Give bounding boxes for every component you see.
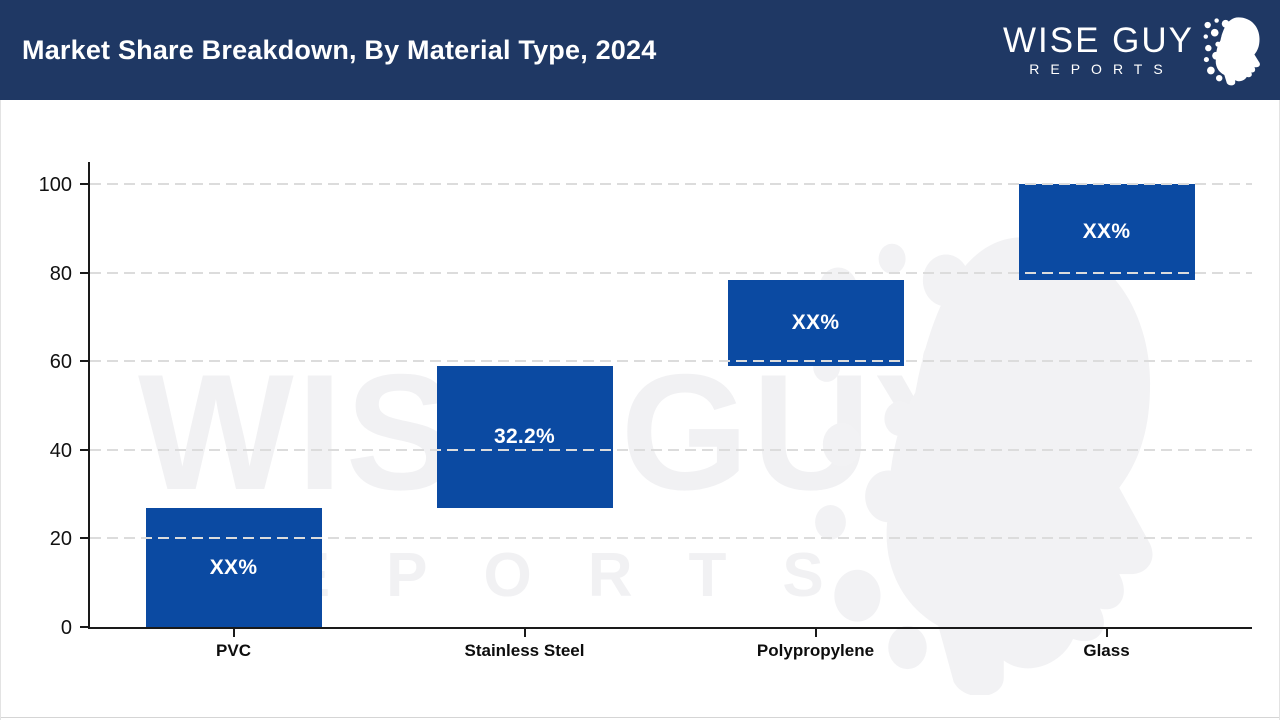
- y-tick-mark: [80, 626, 88, 628]
- gridline-80: [90, 271, 1252, 274]
- dotted-head-icon: [1203, 17, 1260, 86]
- logo-subtext: REPORTS: [1029, 61, 1174, 77]
- page-bottom-border: [0, 717, 1280, 718]
- x-category-label: Polypropylene: [756, 641, 875, 660]
- x-category-label: Stainless Steel: [464, 641, 585, 660]
- gridline-100: [90, 183, 1252, 186]
- bar-value-label: XX%: [209, 555, 258, 579]
- logo-text: WISE GUY REPORTS: [1003, 23, 1194, 77]
- page-title: Market Share Breakdown, By Material Type…: [22, 34, 657, 65]
- bar-polypropylene: XX%: [727, 280, 904, 366]
- bar-value-label: 32.2%: [493, 425, 556, 449]
- y-tick-label: 80: [49, 262, 72, 285]
- bar-value-label: XX%: [1082, 220, 1131, 244]
- y-tick-label: 100: [38, 174, 72, 197]
- y-tick-label: 0: [60, 617, 72, 639]
- y-tick-mark: [80, 360, 88, 363]
- logo-wordmark: WISE GUY: [1002, 21, 1194, 60]
- y-tick-mark: [80, 537, 88, 540]
- plot-area: XX% 32.2% XX% XX% 0 20 40 60 80 100 PVC Stainless S…: [39, 162, 1252, 660]
- header-bar: Market Share Breakdown, By Material Type…: [0, 0, 1280, 100]
- x-category-label: PVC: [216, 641, 251, 660]
- gridline-40: [90, 448, 1252, 451]
- bar-value-label: XX%: [791, 310, 840, 334]
- brand-logo: WISE GUY REPORTS: [1003, 10, 1264, 90]
- x-tick-mark: [523, 629, 526, 637]
- gridline-60: [90, 360, 1252, 363]
- y-axis-spine: [88, 162, 90, 627]
- x-axis-line: [88, 627, 1252, 629]
- x-tick-mark: [814, 629, 817, 637]
- y-tick-mark: [80, 183, 88, 186]
- y-tick-mark: [80, 271, 88, 274]
- y-tick-mark: [80, 448, 88, 451]
- x-tick-mark: [232, 629, 235, 637]
- gridline-20: [90, 537, 1252, 540]
- y-tick-label: 20: [49, 528, 72, 551]
- bar-stainless-steel: 32.2%: [436, 365, 613, 509]
- y-tick-label: 40: [49, 439, 72, 462]
- x-category-label: Glass: [1083, 641, 1130, 660]
- bar-pvc: XX%: [145, 508, 322, 627]
- y-tick-label: 60: [49, 351, 72, 374]
- x-tick-mark: [1105, 629, 1108, 637]
- bar-glass: XX%: [1018, 184, 1195, 281]
- page-left-border: [0, 100, 1, 720]
